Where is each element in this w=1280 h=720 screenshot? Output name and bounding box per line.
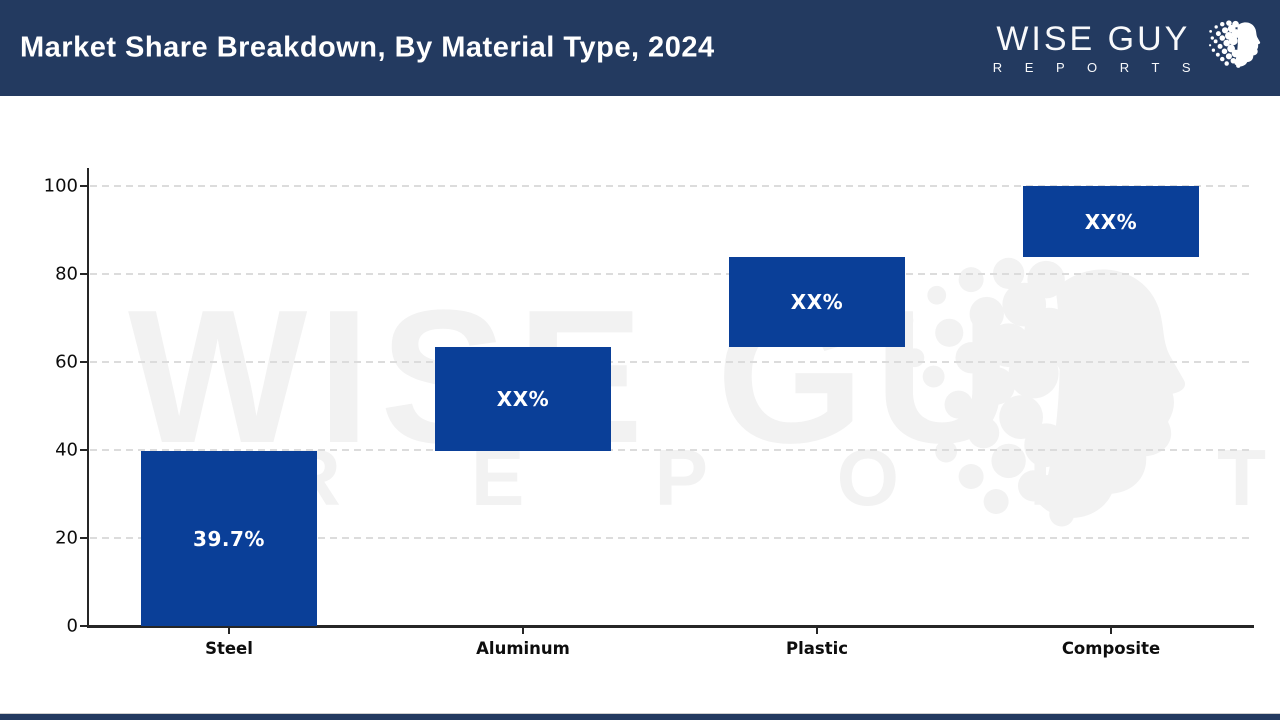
bar-value-label: XX% [496, 386, 550, 411]
x-axis-line [87, 625, 1254, 628]
page-title: Market Share Breakdown, By Material Type… [20, 31, 715, 64]
x-category-label-steel: Steel [205, 639, 253, 658]
logo-wiseguy-text: WISE GUY [996, 19, 1191, 58]
y-tick-label-60: 60 [55, 351, 78, 373]
x-tick-mark-composite [1110, 628, 1112, 634]
bar-plastic: XX% [729, 257, 905, 347]
x-tick-mark-aluminum [522, 628, 524, 634]
footer-accent-strip [0, 713, 1280, 720]
bar-aluminum: XX% [435, 346, 611, 452]
y-tick-mark-40 [80, 449, 87, 451]
y-tick-mark-20 [80, 537, 87, 539]
logo-reports-text: R E P O R T S [992, 59, 1200, 75]
x-category-label-composite: Composite [1061, 639, 1161, 658]
gridline-20 [90, 537, 1253, 539]
x-tick-mark-plastic [816, 628, 818, 634]
y-tick-mark-0 [80, 625, 87, 627]
bar-steel: 39.7% [141, 451, 317, 626]
bar-value-label: XX% [1084, 209, 1138, 234]
y-tick-label-20: 20 [55, 527, 78, 549]
y-axis-line [87, 168, 89, 627]
gridline-60 [90, 361, 1253, 363]
y-tick-mark-60 [80, 361, 87, 363]
wise-guy-reports-logo: WISE GUY R E P O R T S [987, 4, 1266, 92]
y-tick-label-80: 80 [55, 263, 78, 285]
bar-composite: XX% [1023, 186, 1199, 258]
bar-value-label: XX% [790, 289, 844, 314]
x-category-label-aluminum: Aluminum [476, 639, 570, 658]
x-tick-mark-steel [228, 628, 230, 634]
y-tick-label-100: 100 [43, 175, 78, 197]
x-category-label-plastic: Plastic [785, 639, 849, 658]
bar-value-label: 39.7% [193, 526, 265, 551]
y-tick-label-40: 40 [55, 439, 78, 461]
header-bar: Market Share Breakdown, By Material Type… [0, 0, 1280, 96]
gridline-100 [90, 185, 1253, 187]
y-tick-mark-80 [80, 273, 87, 275]
y-tick-label-0: 0 [66, 615, 78, 637]
logo-dotted-head-icon [1208, 20, 1261, 68]
gridline-80 [90, 273, 1253, 275]
gridline-40 [90, 449, 1253, 451]
y-tick-mark-100 [80, 185, 87, 187]
